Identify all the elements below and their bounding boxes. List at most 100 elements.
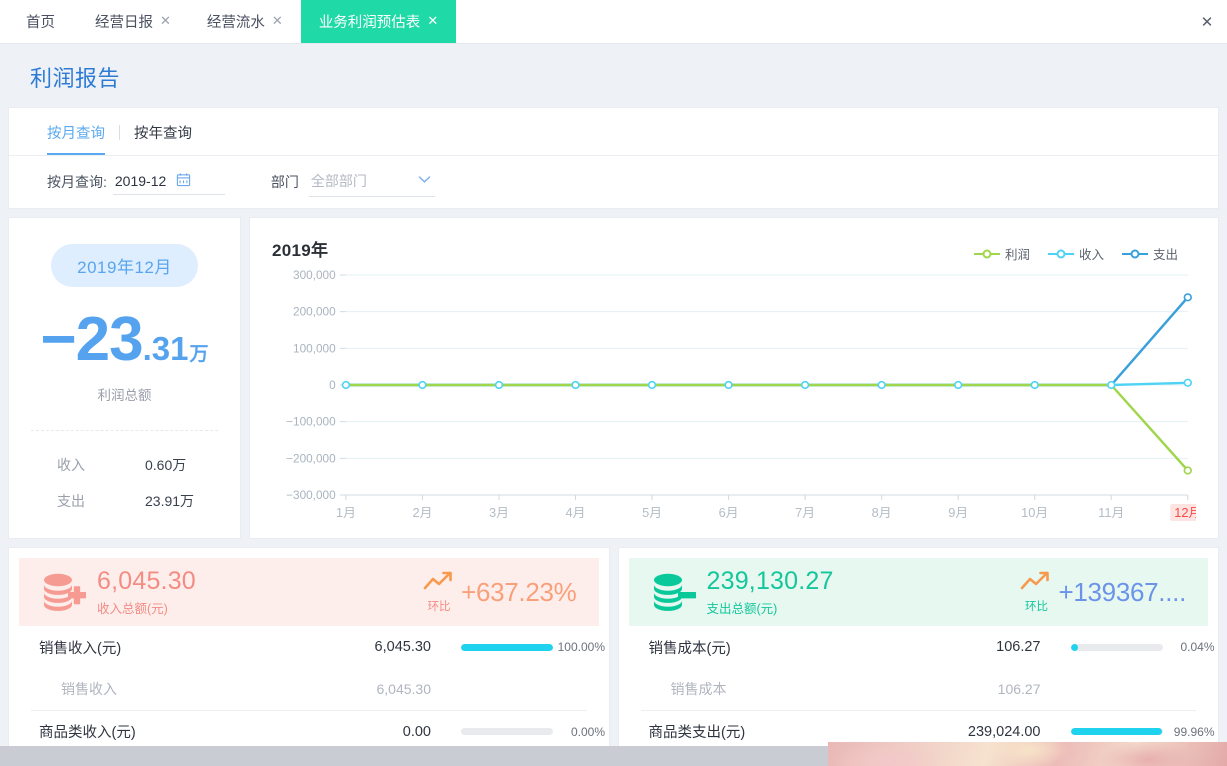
summary-divider [31,430,218,431]
query-mode-tabs: 按月查询 按年查询 [9,108,1218,156]
subtab-label: 按月查询 [47,126,105,142]
svg-text:300,000: 300,000 [293,269,336,282]
row-percent: 0.00% [570,724,605,739]
expense-trend-label: 环比 [1024,601,1048,613]
list-item[interactable]: 销售收入 6,045.30 [31,668,587,710]
row-value: 6,045.30 [374,639,431,655]
svg-text:−300,000: −300,000 [286,489,336,502]
legend-item-income[interactable]: 收入 [1047,244,1104,263]
chevron-down-icon[interactable] [418,175,431,187]
income-trend-label: 环比 [427,601,451,613]
row-value: 6,045.30 [376,681,432,697]
tab-bar: 首页 经营日报 ✕ 经营流水 ✕ 业务利润预估表 ✕ ✕ [0,0,1227,44]
row-progress: 0.04% [1041,640,1215,654]
row-name: 商品类支出(元) [648,725,746,741]
summary-value: 0.60万 [145,457,187,473]
tab-label: 经营日报 [95,15,153,31]
list-item[interactable]: 商品类支出(元) 239,024.00 99.96% [640,710,1215,752]
legend-label: 收入 [1078,248,1104,262]
tab-home[interactable]: 首页 [0,0,77,43]
filter-row: 按月查询: 2019-12 部门 全部部门 [9,156,1218,208]
svg-text:7月: 7月 [795,506,815,520]
legend-item-expense[interactable]: 支出 [1121,244,1178,263]
close-icon[interactable]: ✕ [427,14,439,29]
overview-row: 2019年12月 −23 .31 万 利润总额 收入 0.60万 支出 23.9… [8,217,1219,539]
svg-text:4月: 4月 [566,506,586,520]
profit-amount-decimal: .31 [142,330,189,367]
expense-kpi-banner: 239,130.27 支出总额(元) 环比 +13 [628,558,1208,626]
progress-fill [1070,643,1078,651]
month-picker[interactable]: 2019-12 [112,170,225,195]
page-body: 利润报告 按月查询 按年查询 按月查询: 2019-12 [0,44,1227,763]
legend-item-profit[interactable]: 利润 [973,244,1030,263]
close-icon[interactable]: ✕ [160,14,171,29]
svg-text:8月: 8月 [872,506,892,520]
subtab-divider [119,125,120,140]
list-item[interactable]: 销售收入(元) 6,045.30 100.00% [31,626,605,668]
breakdown-row: 6,045.30 收入总额(元) 环比 +637. [8,547,1219,763]
line-chart-svg[interactable]: 300,000 200,000 100,000 0 −100,000 −200,000 −3… [272,269,1196,527]
tab-operating-daily[interactable]: 经营日报 ✕ [77,0,189,43]
month-field-label: 按月查询: [47,174,107,190]
row-percent: 100.00% [557,640,605,654]
summary-month-badge: 2019年12月 [51,244,198,287]
filter-panel: 按月查询 按年查询 按月查询: 2019-12 [8,107,1219,209]
expense-kpi-main: 239,130.27 支出总额(元) [706,566,834,617]
expense-delta-sign: + [1058,576,1074,607]
list-item[interactable]: 销售成本 106.27 [641,668,1197,710]
svg-text:9月: 9月 [948,506,968,520]
legend-label: 利润 [1004,248,1030,262]
list-item[interactable]: 商品类收入(元) 0.00 0.00% [31,710,605,752]
row-name: 销售成本(元) [648,640,731,657]
close-icon[interactable]: ✕ [271,14,283,29]
row-name: 商品类收入(元) [39,725,136,741]
row-progress: 100.00% [431,640,605,654]
legend-label: 支出 [1152,248,1178,262]
close-all-icon[interactable]: ✕ [1187,0,1227,43]
svg-text:11月: 11月 [1098,506,1124,520]
row-progress: 99.96% [1041,725,1215,739]
progress-fill [1070,728,1163,735]
income-breakdown-card: 6,045.30 收入总额(元) 环比 +637. [8,547,610,763]
chart-title: 2019年 [272,241,329,260]
svg-text:12月: 12月 [1174,506,1196,520]
income-trend-group: 环比 [423,570,455,614]
calendar-icon[interactable] [176,172,191,190]
svg-text:6月: 6月 [719,506,739,520]
income-row-list: 销售收入(元) 6,045.30 100.00% 销售收入 6,045.30 [9,626,609,752]
svg-text:−100,000: −100,000 [286,416,336,429]
subtab-by-month[interactable]: 按月查询 [47,122,105,155]
subtab-by-year[interactable]: 按年查询 [134,122,192,155]
progress-track [1070,728,1163,735]
svg-text:200,000: 200,000 [293,306,336,319]
income-kpi-trend: 环比 +637.23% [423,570,577,614]
dept-field-label: 部门 [270,174,299,190]
income-total-label: 收入总额(元) [97,601,168,616]
dept-select[interactable]: 全部部门 [308,168,435,197]
svg-text:0: 0 [329,379,336,392]
profit-trend-chart-card: 2019年 利润 收入 支出 300, [249,217,1219,539]
summary-value: 23.91万 [145,493,195,509]
income-delta-sign: + [461,576,476,607]
svg-text:3月: 3月 [489,506,509,520]
summary-key: 收入 [57,457,85,473]
tab-profit-estimate[interactable]: 业务利润预估表 ✕ [300,0,457,43]
profit-total-amount: −23 .31 万 [40,309,208,371]
row-percent: 0.04% [1180,640,1215,654]
list-item[interactable]: 销售成本(元) 106.27 0.04% [641,626,1215,668]
tab-operating-flow[interactable]: 经营流水 ✕ [189,0,301,43]
income-kpi-main: 6,045.30 收入总额(元) [97,567,196,617]
progress-track [1070,643,1163,651]
svg-text:5月: 5月 [642,506,662,520]
tab-label: 首页 [26,15,55,31]
svg-text:1月: 1月 [336,506,356,520]
expense-total-value: 239,130.27 [706,566,834,595]
chart-header: 2019年 利润 收入 支出 [272,236,1196,263]
row-name: 销售收入(元) [39,640,122,657]
svg-text:10月: 10月 [1021,506,1048,520]
profit-amount-unit: 万 [189,344,209,365]
row-progress: 0.00% [431,725,605,739]
summary-key: 支出 [57,493,85,509]
svg-text:100,000: 100,000 [293,342,336,355]
expense-row-list: 销售成本(元) 106.27 0.04% 销售成本 106.27 商品类支出 [619,626,1219,752]
